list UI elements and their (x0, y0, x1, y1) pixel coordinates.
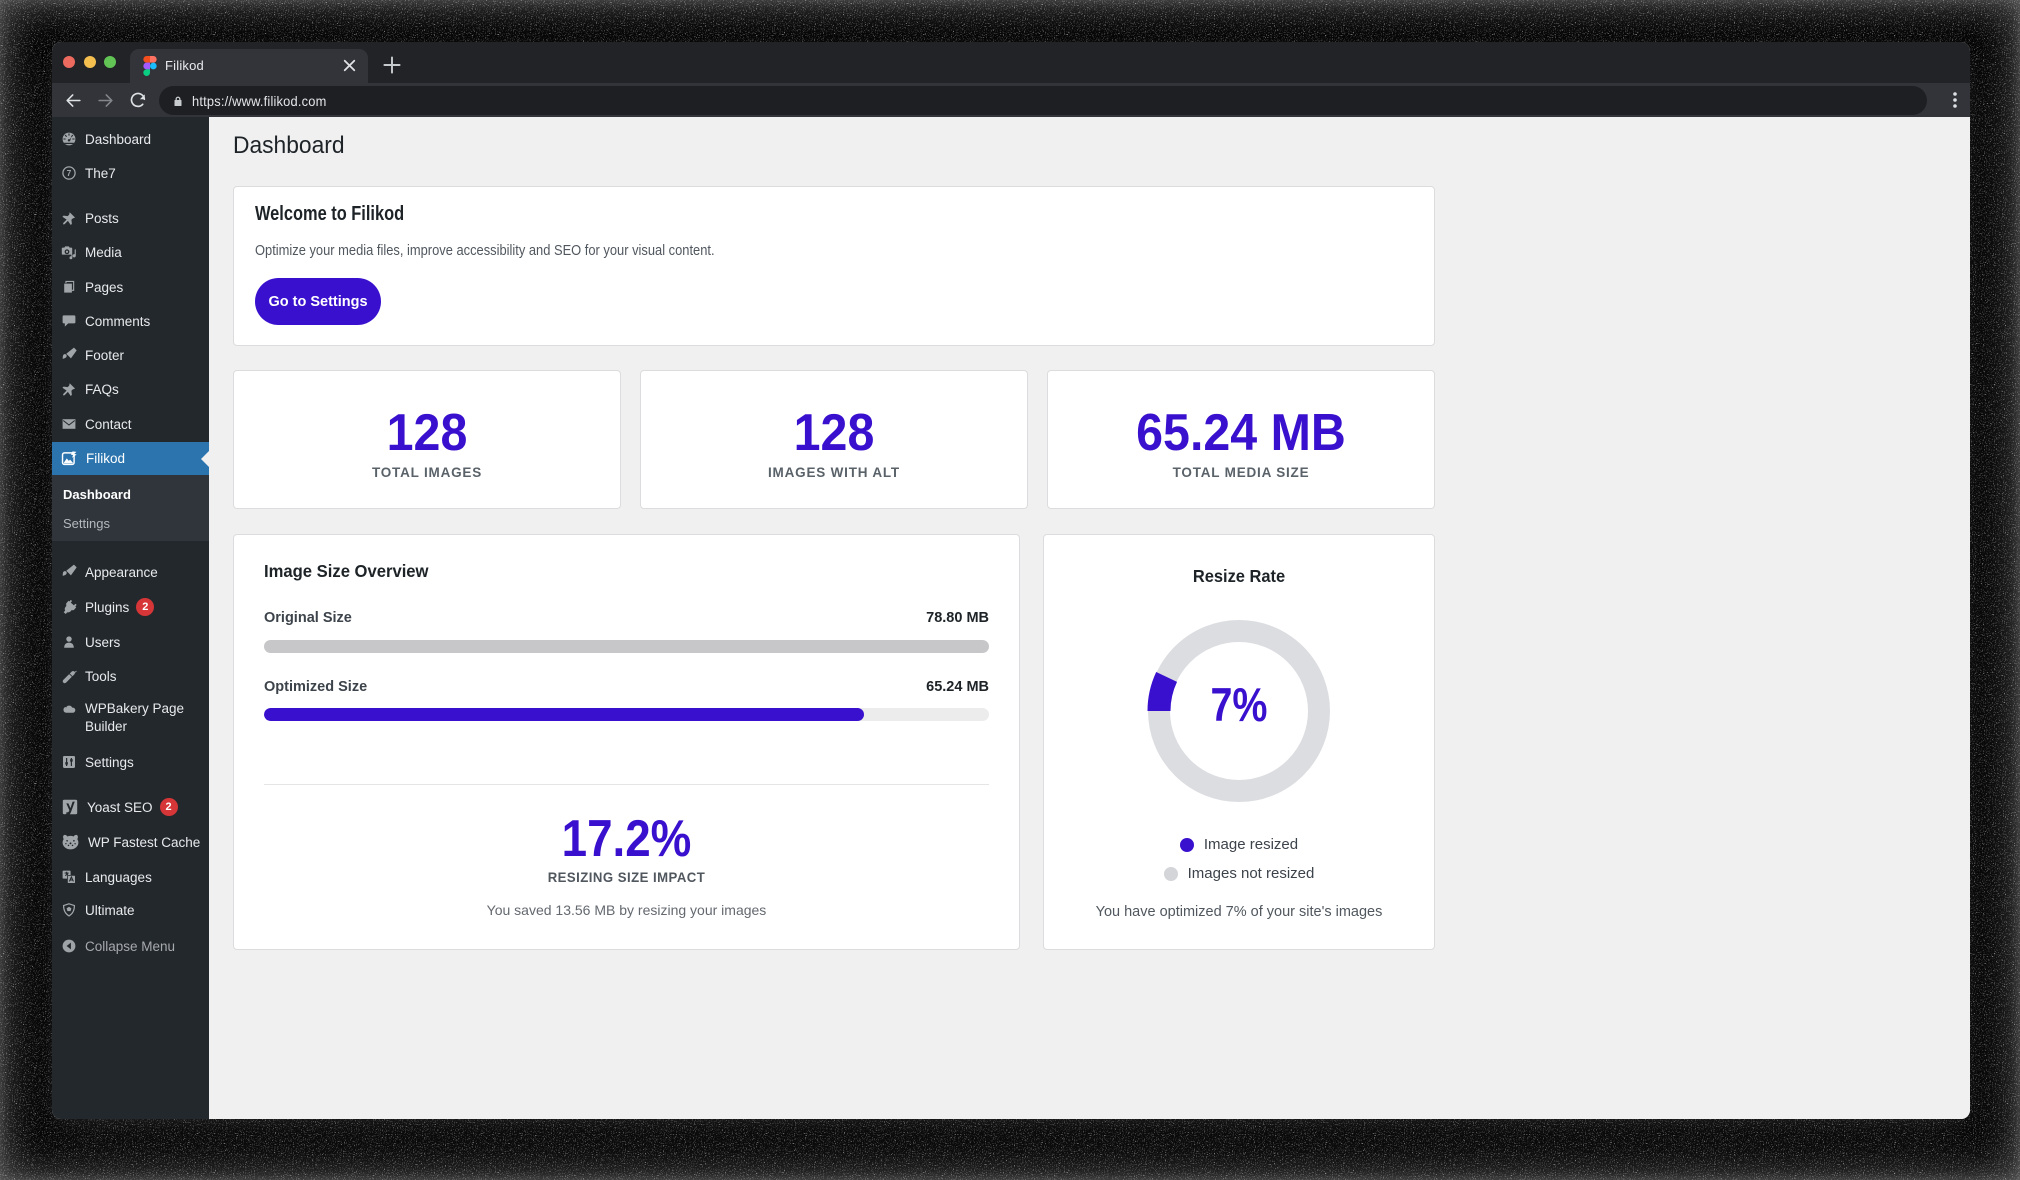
svg-text:7: 7 (67, 168, 72, 178)
svg-text:7%: 7% (1211, 678, 1268, 731)
